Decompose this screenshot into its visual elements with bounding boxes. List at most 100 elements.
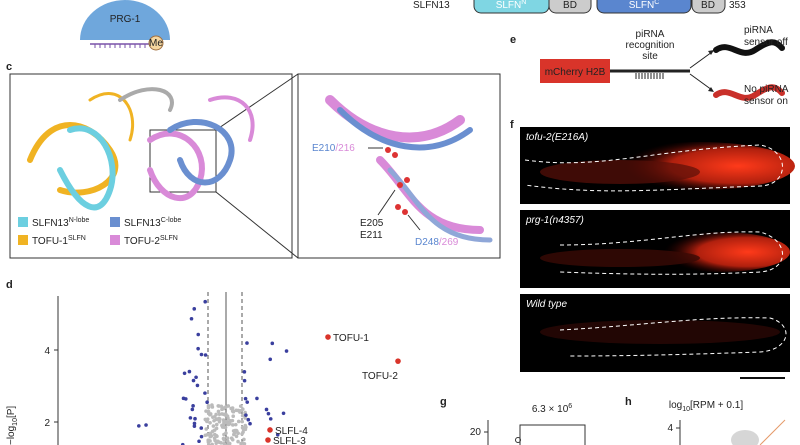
significant-dot xyxy=(266,411,271,416)
ribbon-structure xyxy=(27,87,493,243)
background-dot xyxy=(225,436,230,441)
background-dot xyxy=(217,419,222,424)
h-title: log10[RPM + 0.1] xyxy=(669,400,743,413)
y-tick-label: 2 xyxy=(44,418,50,429)
significant-dot xyxy=(242,370,247,374)
significant-dot xyxy=(195,383,200,388)
domain xyxy=(548,0,592,14)
residue-label: D248/269 xyxy=(415,237,459,248)
background-dot xyxy=(204,427,209,431)
significant-dot xyxy=(244,413,248,417)
background-dot xyxy=(229,436,234,440)
zoom-region xyxy=(149,129,217,193)
background-dot xyxy=(243,423,248,428)
significant-dot xyxy=(255,396,259,401)
background-dot xyxy=(231,409,236,414)
background-dot xyxy=(242,437,246,442)
panel-label: g xyxy=(440,396,447,408)
significant-dot xyxy=(245,341,249,345)
background-dot xyxy=(241,407,245,411)
legend-label: TOFU-2SLFN xyxy=(124,235,178,247)
background-dot xyxy=(229,406,234,411)
background-dot xyxy=(240,419,245,424)
domain-label: BD xyxy=(701,0,715,11)
point-label: SLFL-4 xyxy=(275,426,308,437)
domain-label: BD xyxy=(563,0,577,11)
background-dot xyxy=(224,431,228,435)
background-dot xyxy=(217,416,221,421)
residue-label: E210/216 xyxy=(312,143,355,154)
significant-dot xyxy=(203,299,208,304)
background-dot xyxy=(227,421,232,426)
significant-dot xyxy=(264,407,269,412)
panel-label: h xyxy=(625,396,632,408)
me-circle xyxy=(148,35,164,51)
g-tick-label: 20 xyxy=(470,427,482,438)
background-dot xyxy=(238,410,242,414)
background-dot xyxy=(210,403,214,407)
background-dot xyxy=(219,404,224,409)
background-dot xyxy=(228,419,232,423)
domain-label: SLFNN xyxy=(496,0,527,11)
background-dot xyxy=(236,439,240,444)
sensor-label: sensor off xyxy=(744,37,788,48)
significant-dot xyxy=(193,416,197,421)
significant-dot xyxy=(275,432,280,437)
background-dot xyxy=(214,426,219,431)
g-bracket xyxy=(519,424,586,445)
site-label: site xyxy=(642,51,658,62)
g-annotation: 6.3 × 106 xyxy=(532,403,572,415)
background-dot xyxy=(211,424,216,428)
background-dot xyxy=(205,432,210,437)
domain-label: SLFNC xyxy=(629,0,660,11)
background-dot xyxy=(211,415,215,419)
background-dot xyxy=(224,420,228,425)
significant-dot xyxy=(242,378,247,383)
legend-sup: N-lobe xyxy=(69,217,90,224)
background-dot xyxy=(208,420,212,425)
length-label: 353 xyxy=(729,0,746,11)
significant-dot xyxy=(284,349,289,353)
significant-dot xyxy=(190,407,195,412)
point-label: TOFU-2 xyxy=(362,371,398,382)
panel-label: f xyxy=(510,119,514,131)
background-dot xyxy=(216,409,221,414)
background-dot xyxy=(208,439,212,443)
background-dot xyxy=(204,418,209,423)
micrograph-label: tofu-2(E216A) xyxy=(526,132,588,143)
significant-dot xyxy=(191,378,196,383)
legend-name: TOFU-1 xyxy=(32,236,68,247)
significant-dot xyxy=(243,396,248,401)
protein-name: SLFN13 xyxy=(413,0,450,11)
background-dot xyxy=(243,416,247,420)
significant-dot xyxy=(199,426,204,430)
background-dot xyxy=(222,442,227,445)
background-dot xyxy=(208,434,213,439)
legend-label: SLFN13C-lobe xyxy=(124,217,181,229)
background-dot xyxy=(233,422,238,427)
legend-swatch xyxy=(18,217,28,227)
significant-dot xyxy=(180,442,185,445)
micrograph-label: Wild type xyxy=(526,299,567,310)
background-dot xyxy=(225,439,230,444)
significant-dot xyxy=(137,424,141,428)
legend-name: SLFN13 xyxy=(32,218,69,229)
significant-dot xyxy=(245,400,250,404)
zoom-box xyxy=(297,73,501,259)
zoom-lines xyxy=(215,73,299,259)
significant-dot xyxy=(270,341,275,346)
arrowheads xyxy=(708,50,714,92)
h-tick-label: 4 xyxy=(667,423,673,434)
residue-label: E211 xyxy=(360,230,383,241)
legend-sup: SLFN xyxy=(160,235,178,242)
background-dot xyxy=(221,418,226,422)
legend-label: TOFU-1SLFN xyxy=(32,235,86,247)
h-diagonal xyxy=(759,419,786,445)
site-ticks xyxy=(635,73,664,79)
sensor-label: No piRNA xyxy=(744,84,789,95)
significant-dot xyxy=(192,421,197,426)
background-dot xyxy=(206,411,211,416)
background-dot xyxy=(236,419,241,424)
protein-label: PRG-1 xyxy=(110,14,141,25)
legend-swatch xyxy=(110,217,120,227)
